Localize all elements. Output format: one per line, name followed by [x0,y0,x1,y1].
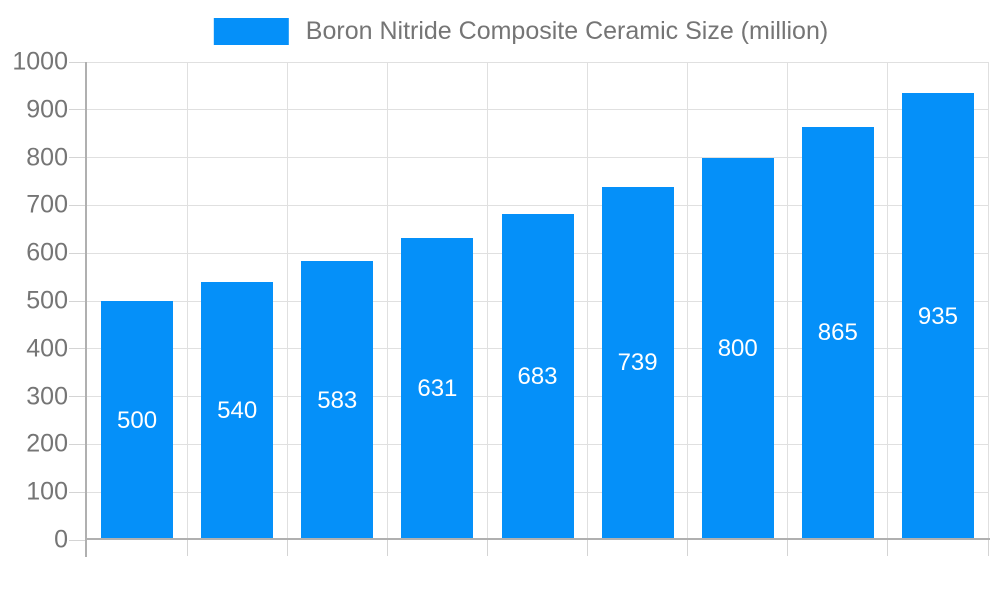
y-axis-tick [69,443,87,445]
y-axis-label: 800 [26,143,68,172]
gridline-vertical [687,62,689,540]
gridline-vertical [186,62,188,540]
bar-value-label: 631 [417,375,458,403]
x-axis-line [85,538,990,540]
x-axis-tick [887,540,889,556]
y-axis-label: 400 [26,334,68,363]
gridline-vertical [286,62,288,540]
y-axis-label: 600 [26,238,68,267]
x-axis-tick [987,540,989,556]
bar[interactable]: 739 [601,186,674,540]
bar-value-label: 500 [117,406,158,434]
bar-value-label: 800 [717,334,758,362]
legend-label: Boron Nitride Composite Ceramic Size (mi… [305,17,829,45]
y-axis-label: 1000 [12,47,68,76]
y-axis-label: 0 [54,525,68,554]
x-axis-tick [587,540,589,556]
y-axis-label: 300 [26,382,68,411]
y-axis-tick [69,491,87,493]
bar[interactable]: 865 [801,126,874,540]
x-axis-tick [687,540,689,556]
bar-value-label: 540 [217,396,258,424]
y-axis-line [85,62,87,557]
y-axis-tick [69,300,87,302]
x-axis-tick [286,540,288,556]
y-axis-tick [69,109,87,111]
bar[interactable]: 683 [501,213,574,540]
gridline-vertical [887,62,889,540]
bar[interactable]: 583 [301,261,374,540]
y-axis-tick [69,539,87,541]
x-axis-tick [386,540,388,556]
y-axis-tick [69,252,87,254]
y-axis-tick [69,157,87,159]
y-axis-labels: 0 100 200 300 400 500 600 700 800 900 1000 [0,49,68,552]
plot-area: 500 540 583 631 683 739 800 865 935 [69,61,990,557]
y-axis-tick [69,396,87,398]
legend[interactable]: Boron Nitride Composite Ceramic Size (mi… [213,17,829,46]
y-axis-label: 900 [26,95,68,124]
bar-value-label: 865 [817,319,858,347]
y-axis-tick [69,61,87,63]
y-axis-tick [69,204,87,206]
gridline-horizontal [87,157,988,159]
gridline-vertical [787,62,789,540]
gridline-vertical [987,62,989,540]
bar-value-label: 739 [617,349,658,377]
bar-value-label: 683 [517,362,558,390]
bar-value-label: 583 [317,386,358,414]
x-axis-tick [486,540,488,556]
y-axis-label: 100 [26,477,68,506]
bar[interactable]: 935 [901,93,974,540]
y-axis-label: 200 [26,429,68,458]
bar[interactable]: 800 [701,157,774,540]
gridline-vertical [486,62,488,540]
gridline-vertical [386,62,388,540]
y-axis-label: 700 [26,190,68,219]
gridline-horizontal [87,204,988,206]
bar[interactable]: 631 [401,238,474,540]
x-axis-tick [186,540,188,556]
gridline-horizontal [87,109,988,111]
bar[interactable]: 540 [201,281,274,540]
x-axis-tick [787,540,789,556]
gridline-horizontal [87,61,988,63]
bar[interactable]: 500 [101,301,174,540]
legend-swatch-icon [213,18,289,45]
y-axis-tick [69,348,87,350]
gridline-vertical [587,62,589,540]
y-axis-label: 500 [26,286,68,315]
bar-value-label: 935 [917,302,958,330]
